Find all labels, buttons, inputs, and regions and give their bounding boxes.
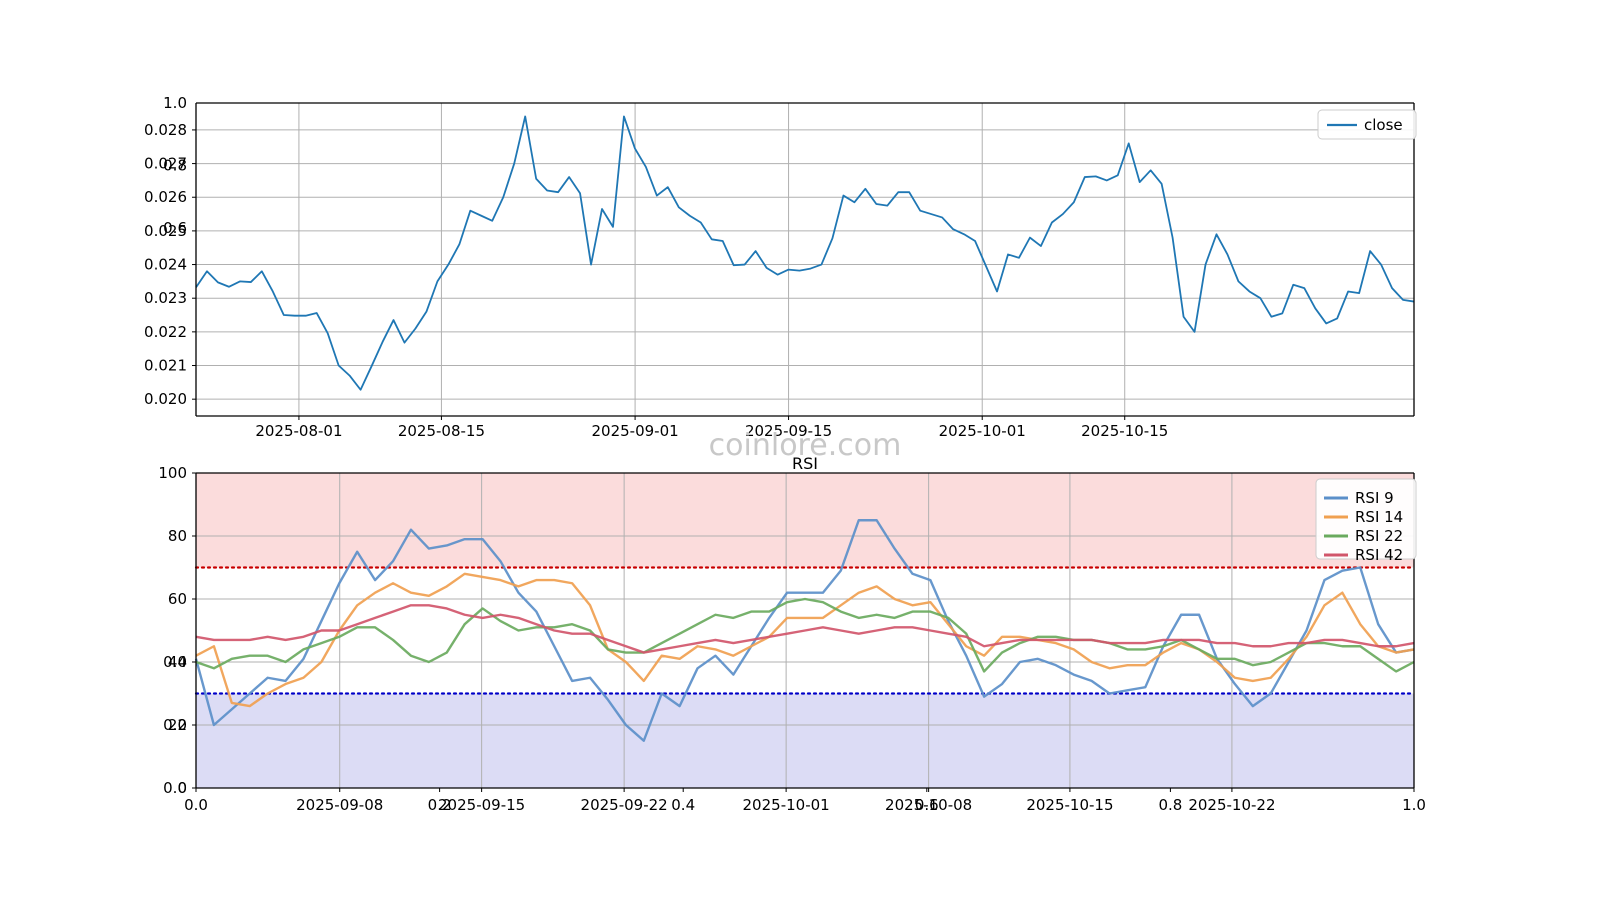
rsi-secondary-ytick-label: 0.4 [163,653,187,671]
price-xtick-label: 2025-09-01 [591,422,678,440]
price-ytick-label: 0.026 [144,188,187,206]
price-plot-background [196,103,1414,416]
rsi-secondary-xtick-label: 0.0 [184,796,208,814]
price-ytick-label: 0.028 [144,121,187,139]
rsi-secondary-xtick-label: 1.0 [1402,796,1426,814]
rsi-line-rsi-22 [195,597,1415,673]
rsi-secondary-ytick-label: 0.2 [163,716,187,734]
rsi-ytick-label: 0 [177,779,187,797]
price-ytick-label: 0.022 [144,323,187,341]
rsi-xtick-label: 2025-09-15 [438,796,525,814]
rsi-xtick-label: 2025-10-08 [885,796,972,814]
price-xtick-label: 2025-08-15 [398,422,485,440]
price-xtick-label: 2025-10-15 [1081,422,1168,440]
rsi-panel: 0 20 40 60 80 100 0.0 0.2 0.4 2025-09-08 2025-09-1… [158,464,1426,814]
price-secondary-ytick-label: 1.0 [163,94,187,112]
rsi-legend-label-rsi-9: RSI 9 [1355,489,1394,507]
rsi-legend-label-rsi-22: RSI 22 [1355,527,1403,545]
rsi-ytick-label: 100 [158,464,187,482]
rsi-ytick-label: 80 [168,527,187,545]
rsi-xtick-label: 2025-09-22 [581,796,668,814]
price-ytick-label: 0.023 [144,289,187,307]
rsi-secondary-xtick-label: 0.4 [671,796,695,814]
rsi-xtick-label: 2025-10-15 [1026,796,1113,814]
rsi-xtick-label: 2025-10-01 [743,796,830,814]
price-close-line [195,115,1415,391]
price-ytick-label: 0.024 [144,256,187,274]
price-panel: 0.020 0.021 0.022 0.023 0.024 0.025 0.026 0.027… [144,94,1417,440]
rsi-legend-label-rsi-14: RSI 14 [1355,508,1403,526]
rsi-band-oversold [196,693,1414,788]
rsi-line-rsi-9 [194,519,1415,742]
rsi-xtick-label: 2025-09-08 [296,796,383,814]
rsi-secondary-xtick-label: 0.6 [915,796,939,814]
rsi-secondary-ytick-label: 0.0 [163,779,187,797]
rsi-ytick-label: 60 [168,590,187,608]
price-xtick-label: 2025-10-01 [939,422,1026,440]
rsi-title: RSI [792,454,818,473]
rsi-legend-label-rsi-42: RSI 42 [1355,546,1403,564]
rsi-band-overbought [196,473,1414,568]
watermark-text: coinlore.com [709,428,902,463]
rsi-xtick-label: 2025-10-22 [1188,796,1275,814]
price-secondary-ytick-label: 0.6 [163,219,187,237]
price-legend-box [1317,109,1417,140]
rsi-secondary-xtick-label: 0.2 [428,796,452,814]
price-xtick-label: 2025-08-01 [255,422,342,440]
rsi-line-rsi-42 [195,604,1415,654]
price-ytick-label: 0.027 [144,155,187,173]
price-ytick-label: 0.025 [144,222,187,240]
rsi-line-rsi-14 [195,572,1415,708]
price-secondary-ytick-label: 0.8 [163,157,187,175]
price-xtick-label: 2025-09-15 [745,422,832,440]
price-ytick-label: 0.020 [144,390,187,408]
price-legend[interactable]: close [1317,109,1417,140]
rsi-ytick-label: 20 [168,716,187,734]
price-ytick-label: 0.021 [144,357,187,375]
rsi-ytick-label: 40 [168,653,187,671]
rsi-secondary-xtick-label: 0.8 [1158,796,1182,814]
price-legend-label-close: close [1364,116,1403,134]
